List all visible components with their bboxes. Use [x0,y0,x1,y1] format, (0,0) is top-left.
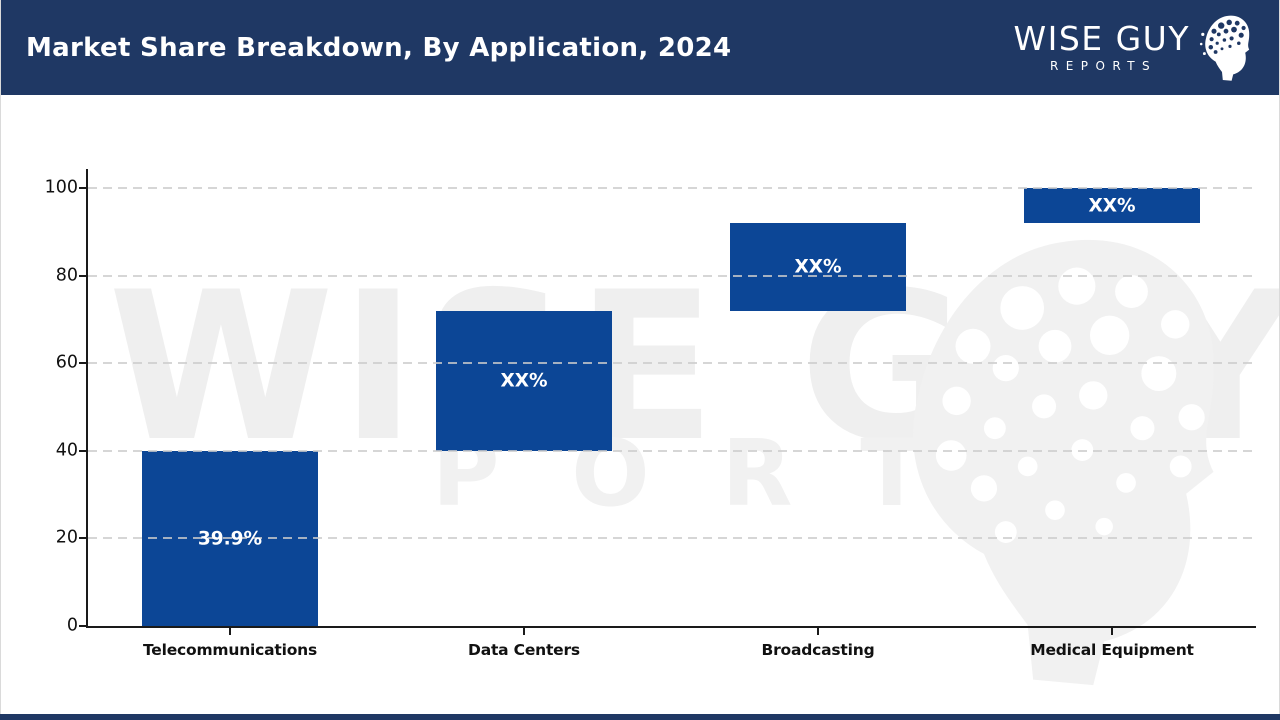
bar-medical-equipment [1024,188,1200,224]
y-tick-label: 100 [44,177,78,198]
y-tick-mark [79,625,86,627]
bar-data-centers [436,311,612,452]
gridline [88,537,1256,540]
y-tick-mark [79,274,86,277]
x-axis [86,626,1256,628]
page-title: Market Share Breakdown, By Application, … [26,32,732,63]
y-axis [86,169,88,628]
wiseguy-logo: WISE GUY REPORTS [1013,13,1254,83]
x-tick-mark [523,628,525,635]
y-tick-label: 20 [55,527,78,548]
bar-broadcasting [730,223,906,312]
y-tick-label: 60 [55,352,78,373]
x-category-label: Telecommunications [142,641,318,659]
footer-bar [0,714,1280,720]
x-tick-mark [229,628,231,635]
bar-value-label: XX% [794,256,842,278]
x-category-label: Medical Equipment [1030,641,1194,659]
y-tick-label: 0 [66,615,78,636]
y-tick-mark [79,362,86,365]
x-category-label: Data Centers [468,641,580,659]
wiseguy-logo-wordmark: WISE GUY [1013,19,1190,58]
y-tick-label: 80 [55,265,78,286]
y-tick-label: 40 [55,440,78,461]
watermark-head-icon [913,239,1214,686]
bar-value-label: 39.9% [197,528,263,550]
x-tick-mark [1111,628,1113,635]
app-header: Market Share Breakdown, By Application, … [0,0,1280,95]
y-tick-mark [79,449,86,452]
wiseguy-head-icon [1199,15,1250,81]
gridline [88,449,1256,452]
bar-value-label: XX% [1088,195,1136,217]
gridline [88,274,1256,277]
wiseguy-logo-subtext: REPORTS [1049,59,1158,73]
gridline [88,187,1256,189]
x-category-label: Broadcasting [761,641,875,659]
y-tick-mark [79,537,86,540]
y-tick-mark [79,187,86,189]
gridline [88,362,1256,365]
x-tick-mark [817,628,819,635]
bar-value-label: XX% [500,370,548,392]
